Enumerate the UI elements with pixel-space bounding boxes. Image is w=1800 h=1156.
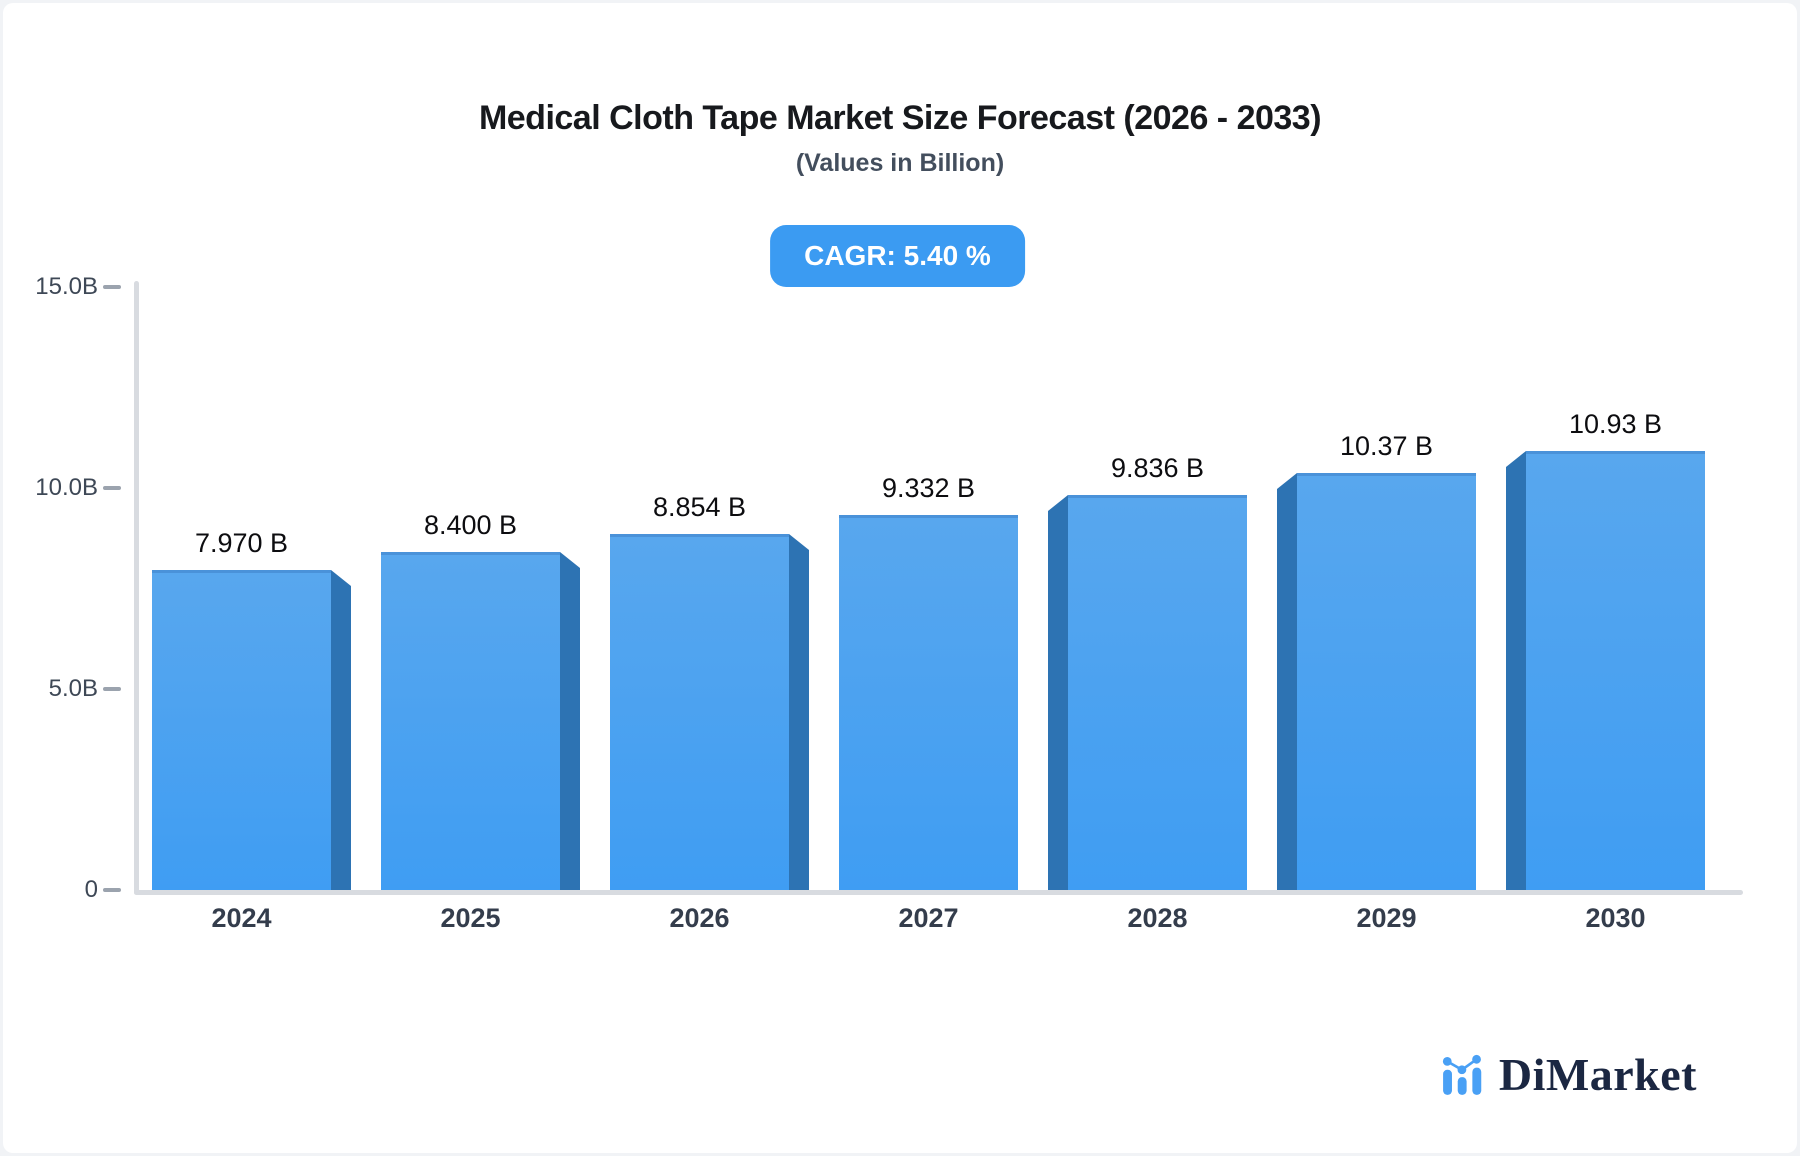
x-axis-label-2030: 2030	[1585, 903, 1646, 933]
chart-subtitle: (Values in Billion)	[795, 149, 1005, 177]
bar-2026-side	[789, 534, 809, 890]
bar-2027	[839, 515, 1018, 890]
bar-2028-side	[1048, 495, 1068, 890]
bar-value-label-2029: 10.37 B	[1339, 431, 1434, 461]
x-axis-label-2024: 2024	[211, 903, 272, 933]
logo-text: DiMarket	[1498, 1049, 1697, 1100]
y-axis-tick	[103, 285, 121, 289]
y-axis-label-0: 0	[84, 876, 98, 903]
y-axis-tick	[103, 486, 121, 490]
logo: DiMarket	[1441, 1048, 1697, 1101]
y-axis-tick	[103, 687, 121, 691]
bar-2024-side	[331, 570, 351, 890]
bar-2029	[1297, 473, 1476, 890]
bar-value-label-2028: 9.836 B	[1110, 453, 1205, 483]
y-axis-label-5.0B: 5.0B	[48, 675, 98, 702]
bar-value-label-2030: 10.93 B	[1568, 409, 1663, 439]
x-axis-line	[134, 890, 1743, 895]
chart-card: Medical Cloth Tape Market Size Forecast …	[3, 3, 1797, 1153]
bar-value-label-2027: 9.332 B	[881, 473, 976, 503]
x-axis-label-2026: 2026	[669, 903, 730, 933]
chart-title: Medical Cloth Tape Market Size Forecast …	[478, 99, 1322, 137]
y-axis-tick	[103, 888, 121, 892]
y-axis-label-10.0B: 10.0B	[35, 474, 98, 501]
bar-2025-side	[560, 552, 580, 890]
bar-value-label-2024: 7.970 B	[194, 528, 289, 558]
x-axis-label-2029: 2029	[1356, 903, 1417, 933]
bar-2029-side	[1277, 473, 1297, 890]
bar-value-label-2026: 8.854 B	[652, 492, 747, 522]
x-axis-label-2025: 2025	[440, 903, 501, 933]
bar-2028	[1068, 495, 1247, 890]
bar-2030	[1526, 451, 1705, 890]
bar-value-label-2025: 8.400 B	[423, 510, 518, 540]
x-axis-label-2028: 2028	[1127, 903, 1188, 933]
y-axis-line	[134, 281, 139, 895]
bar-chart-icon	[1442, 1054, 1482, 1095]
bar-2024	[152, 570, 331, 890]
bar-2030-side	[1506, 451, 1526, 890]
bar-2026	[610, 534, 789, 890]
cagr-badge: CAGR: 5.40 %	[770, 225, 1025, 287]
y-axis-label-15.0B: 15.0B	[35, 273, 98, 300]
x-axis-label-2027: 2027	[898, 903, 959, 933]
bar-2025	[381, 552, 560, 890]
